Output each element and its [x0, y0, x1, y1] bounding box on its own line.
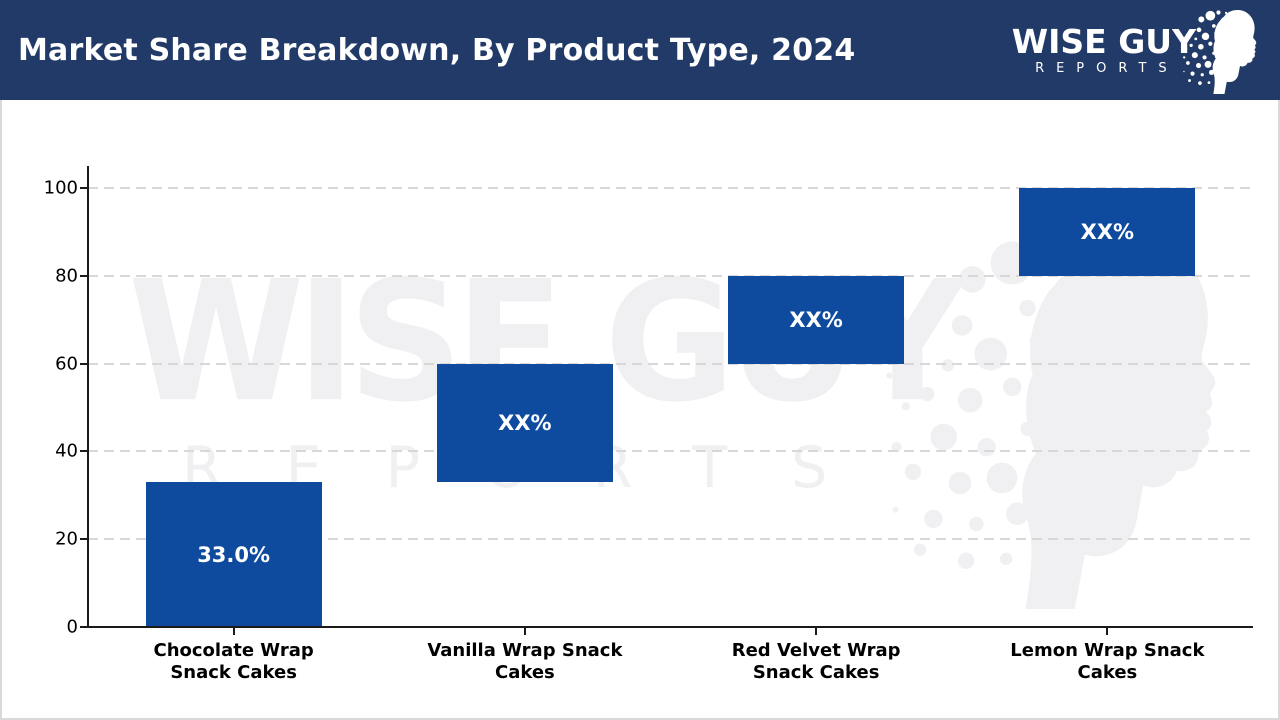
x-label-line: Lemon Wrap Snack — [1010, 640, 1205, 661]
y-tick-label: 80 — [55, 265, 78, 287]
y-tick-label: 0 — [66, 616, 78, 638]
x-tick-label: Chocolate Wrap Snack Cakes — [88, 640, 379, 684]
x-tick-label: Lemon Wrap Snack Cakes — [962, 640, 1253, 684]
bar-vanilla-wrap-snack-cakes: XX% — [436, 363, 613, 483]
y-tick-mark — [80, 538, 88, 541]
gridline — [88, 274, 1253, 277]
x-label-line: Snack Cakes — [752, 662, 880, 683]
x-label-line: Red Velvet Wrap — [731, 640, 901, 661]
x-label-line: Cakes — [494, 662, 555, 683]
page-title: Market Share Breakdown, By Product Type,… — [18, 32, 856, 68]
y-tick-label: 60 — [55, 353, 78, 375]
wise-guy-logo: WISE GUY REPORTS — [1012, 6, 1266, 94]
logo-text: WISE GUY REPORTS — [1012, 25, 1196, 76]
logo-face-icon — [1181, 10, 1257, 94]
bar-red-velvet-wrap-snack-cakes: XX% — [728, 275, 905, 364]
x-tick-mark — [815, 627, 818, 635]
y-tick-label: 20 — [55, 528, 78, 550]
bar-value-label: XX% — [1080, 219, 1135, 244]
x-label-line: Snack Cakes — [170, 662, 297, 683]
bar-lemon-wrap-snack-cakes: XX% — [1019, 188, 1196, 276]
y-tick-mark — [80, 626, 88, 628]
logo-subtext: REPORTS — [1035, 60, 1179, 76]
x-axis-line — [87, 626, 1253, 628]
x-tick-label: Red Velvet Wrap Snack Cakes — [671, 640, 962, 684]
y-tick-label: 100 — [43, 177, 78, 199]
y-tick-mark — [80, 274, 88, 277]
x-label-line: Vanilla Wrap Snack — [427, 640, 623, 661]
y-tick-mark — [80, 362, 88, 365]
gridline — [88, 362, 1253, 365]
x-tick-label: Vanilla Wrap Snack Cakes — [379, 640, 670, 684]
y-tick-label: 40 — [55, 440, 78, 462]
y-tick-mark — [80, 187, 88, 189]
gridline — [88, 538, 1253, 541]
bar-value-label: XX% — [498, 410, 552, 435]
x-tick-mark — [232, 627, 235, 635]
x-label-line: Chocolate Wrap — [153, 640, 314, 661]
header: Market Share Breakdown, By Product Type,… — [0, 0, 1280, 100]
bar-value-label: 33.0% — [197, 542, 271, 567]
gridline — [88, 187, 1253, 189]
y-axis-line — [87, 166, 89, 628]
logo-wordmark: WISE GUY — [1011, 21, 1196, 61]
bar-chocolate-wrap-snack-cakes: 33.0% — [145, 482, 322, 627]
x-label-line: Cakes — [1077, 662, 1138, 683]
bar-value-label: XX% — [789, 307, 843, 332]
gridline — [88, 450, 1253, 453]
y-tick-mark — [80, 450, 88, 453]
x-tick-mark — [1106, 627, 1109, 635]
x-tick-mark — [523, 627, 526, 635]
